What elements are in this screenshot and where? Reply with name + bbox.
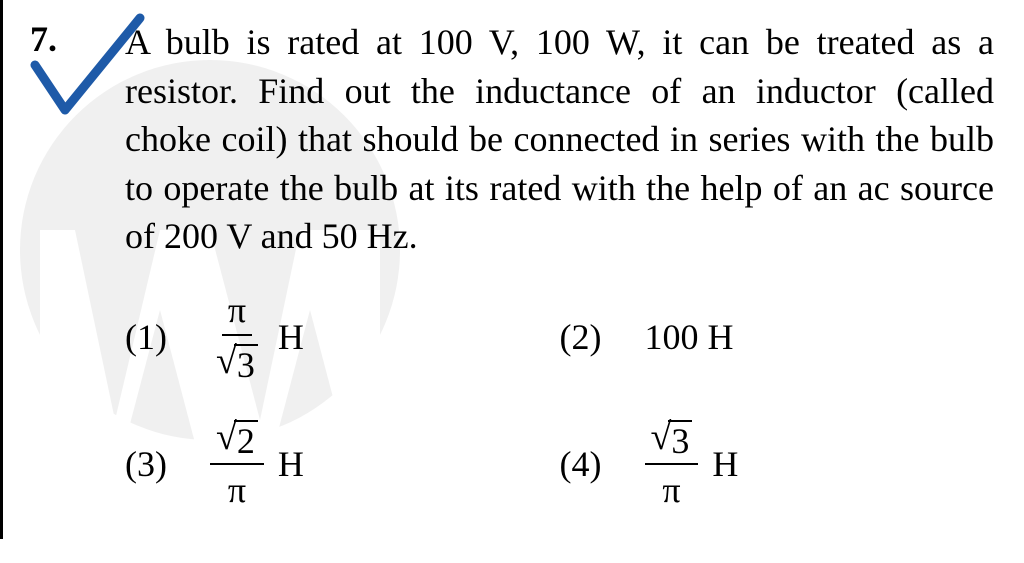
option-1-label: (1): [125, 316, 210, 358]
option-3-denominator: π: [222, 465, 252, 512]
option-3-value: √ 2 π H: [210, 416, 304, 513]
option-4-denominator: π: [656, 465, 686, 512]
option-3: (3) √ 2 π H: [125, 416, 560, 513]
option-4-unit: H: [712, 443, 738, 485]
option-4: (4) √ 3 π H: [560, 416, 995, 513]
option-2: (2) 100 H: [560, 289, 995, 386]
left-border: [0, 0, 3, 539]
option-3-unit: H: [278, 443, 304, 485]
option-4-label: (4): [560, 443, 645, 485]
option-4-numerator: √ 3: [645, 416, 699, 466]
question-content: 7. A bulb is rated at 100 V, 100 W, it c…: [0, 0, 1024, 563]
option-1-value: π √ 3 H: [210, 289, 304, 386]
option-4-value: √ 3 π H: [645, 416, 739, 513]
question-header: 7. A bulb is rated at 100 V, 100 W, it c…: [10, 18, 994, 261]
checkmark-icon: [25, 10, 145, 130]
option-2-value: 100 H: [645, 316, 734, 358]
option-1-numerator: π: [222, 289, 252, 336]
option-3-label: (3): [125, 443, 210, 485]
option-1: (1) π √ 3 H: [125, 289, 560, 386]
options-container: (1) π √ 3 H (2) 100 H (3): [10, 289, 994, 543]
option-3-numerator: √ 2: [210, 416, 264, 466]
option-1-unit: H: [278, 316, 304, 358]
question-text: A bulb is rated at 100 V, 100 W, it can …: [70, 18, 994, 261]
option-1-denominator: √ 3: [210, 336, 264, 386]
option-2-label: (2): [560, 316, 645, 358]
